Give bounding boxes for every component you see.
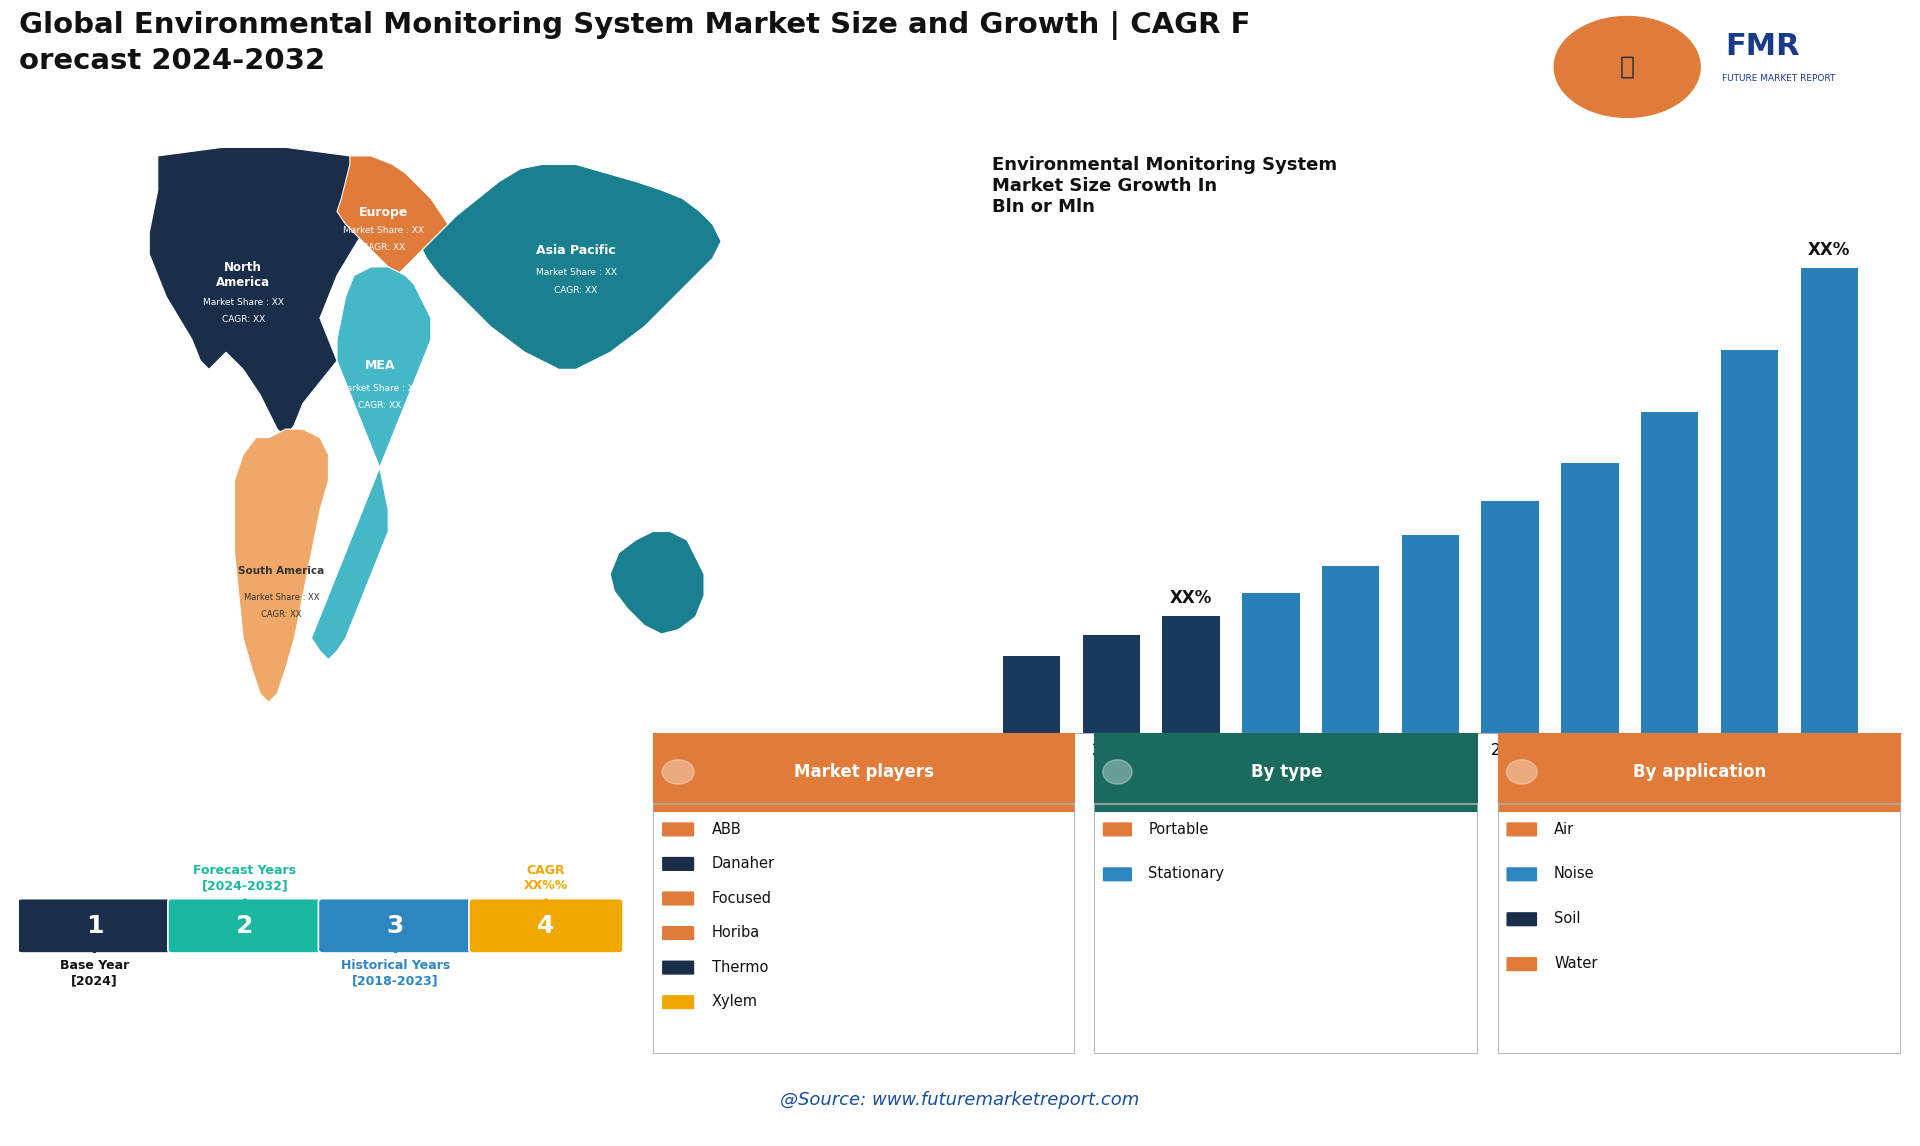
Bar xyxy=(1162,617,1219,733)
Text: Market Share : XX: Market Share : XX xyxy=(340,384,420,393)
Text: Market players: Market players xyxy=(795,763,933,780)
Circle shape xyxy=(662,760,695,784)
FancyBboxPatch shape xyxy=(1507,957,1538,971)
Text: Forecast Years
[2024-2032]: Forecast Years [2024-2032] xyxy=(194,864,296,893)
Text: CAGR
XX%%: CAGR XX%% xyxy=(524,864,568,893)
Circle shape xyxy=(1507,760,1538,784)
Bar xyxy=(1720,351,1778,733)
Text: XX%: XX% xyxy=(1169,589,1212,607)
Polygon shape xyxy=(611,532,705,634)
Text: CAGR: XX: CAGR: XX xyxy=(555,285,597,295)
FancyBboxPatch shape xyxy=(662,892,695,905)
Text: Danaher: Danaher xyxy=(712,856,776,871)
FancyBboxPatch shape xyxy=(468,898,624,953)
Circle shape xyxy=(1102,760,1133,784)
Bar xyxy=(1482,501,1540,733)
Text: Water: Water xyxy=(1553,956,1597,972)
Text: By type: By type xyxy=(1250,763,1323,780)
Text: MEA: MEA xyxy=(365,360,396,372)
Text: Xylem: Xylem xyxy=(712,995,758,1010)
Text: Environmental Monitoring System
Market Size Growth In
Bln or Mln: Environmental Monitoring System Market S… xyxy=(991,156,1336,215)
Bar xyxy=(1321,566,1379,733)
Text: Noise: Noise xyxy=(1553,866,1596,881)
FancyBboxPatch shape xyxy=(662,960,695,974)
Bar xyxy=(1801,268,1859,733)
Text: Market Share : XX: Market Share : XX xyxy=(344,226,424,235)
Text: Stationary: Stationary xyxy=(1148,866,1225,881)
Text: CAGR: XX: CAGR: XX xyxy=(363,243,405,252)
FancyBboxPatch shape xyxy=(1507,912,1538,926)
FancyBboxPatch shape xyxy=(662,926,695,940)
FancyBboxPatch shape xyxy=(167,898,323,953)
Polygon shape xyxy=(338,156,447,275)
Text: Horiba: Horiba xyxy=(712,925,760,940)
Text: 2: 2 xyxy=(236,913,253,937)
FancyBboxPatch shape xyxy=(1484,732,1914,813)
FancyBboxPatch shape xyxy=(1507,823,1538,837)
Text: CAGR: XX: CAGR: XX xyxy=(261,610,301,619)
FancyBboxPatch shape xyxy=(319,898,472,953)
Text: Soil: Soil xyxy=(1553,911,1580,926)
FancyBboxPatch shape xyxy=(1081,732,1492,813)
FancyBboxPatch shape xyxy=(1102,823,1133,837)
Text: Market Share : XX: Market Share : XX xyxy=(204,298,284,307)
Text: 3: 3 xyxy=(386,913,405,937)
FancyBboxPatch shape xyxy=(1507,868,1538,881)
FancyBboxPatch shape xyxy=(662,995,695,1010)
Text: Historical Years
[2018-2023]: Historical Years [2018-2023] xyxy=(342,959,449,988)
Text: Market Share : XX: Market Share : XX xyxy=(536,268,616,277)
Text: 👤: 👤 xyxy=(1620,55,1634,79)
Text: Air: Air xyxy=(1553,822,1574,837)
Text: Portable: Portable xyxy=(1148,822,1208,837)
Bar xyxy=(1642,411,1699,733)
FancyBboxPatch shape xyxy=(637,732,1091,813)
FancyBboxPatch shape xyxy=(662,857,695,871)
Text: XX%: XX% xyxy=(1809,241,1851,259)
Text: Market Share : XX: Market Share : XX xyxy=(244,592,319,602)
Text: Thermo: Thermo xyxy=(712,960,768,975)
Polygon shape xyxy=(150,148,392,438)
Circle shape xyxy=(1555,16,1701,117)
Text: Base Year
[2024]: Base Year [2024] xyxy=(60,959,129,988)
Bar xyxy=(1083,635,1140,733)
Bar xyxy=(1402,535,1459,733)
Text: Focused: Focused xyxy=(712,890,772,905)
Text: South America: South America xyxy=(238,566,324,576)
Bar xyxy=(1561,463,1619,733)
FancyBboxPatch shape xyxy=(17,898,171,953)
Bar xyxy=(1242,594,1300,733)
Text: North
America: North America xyxy=(217,261,271,290)
Text: CAGR: XX: CAGR: XX xyxy=(357,401,401,410)
Text: FUTURE MARKET REPORT: FUTURE MARKET REPORT xyxy=(1722,74,1836,84)
Text: Asia Pacific: Asia Pacific xyxy=(536,244,616,257)
FancyBboxPatch shape xyxy=(1102,868,1133,881)
FancyBboxPatch shape xyxy=(662,823,695,837)
Bar xyxy=(1002,657,1060,733)
Text: CAGR: XX: CAGR: XX xyxy=(221,315,265,324)
Text: FMR: FMR xyxy=(1726,32,1801,61)
Text: ABB: ABB xyxy=(712,822,741,837)
Text: @Source: www.futuremarketreport.com: @Source: www.futuremarketreport.com xyxy=(780,1091,1140,1109)
Text: Global Environmental Monitoring System Market Size and Growth | CAGR F
orecast 2: Global Environmental Monitoring System M… xyxy=(19,11,1250,74)
Polygon shape xyxy=(422,165,722,369)
Polygon shape xyxy=(311,267,430,660)
Text: By application: By application xyxy=(1632,763,1766,780)
Text: 1: 1 xyxy=(86,913,104,937)
Text: 4: 4 xyxy=(538,913,555,937)
Polygon shape xyxy=(234,429,328,702)
Text: Europe: Europe xyxy=(359,205,409,219)
